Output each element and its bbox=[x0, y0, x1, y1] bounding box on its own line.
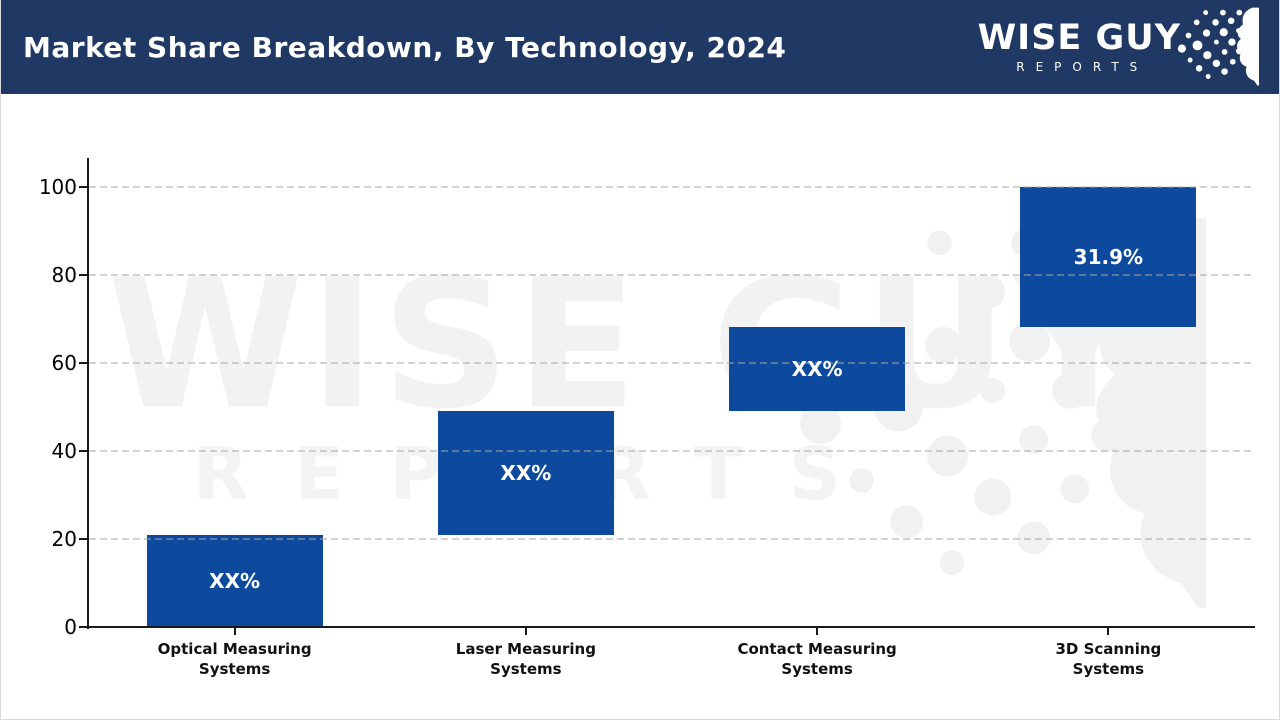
y-axis-tick bbox=[79, 626, 88, 628]
bar-value-label: XX% bbox=[500, 460, 552, 485]
bar-3 bbox=[729, 327, 906, 411]
category-label-line1: 3D Scanning bbox=[1055, 640, 1162, 658]
category-label-line2: Systems bbox=[781, 660, 853, 678]
category-label: 3D Scanning Systems bbox=[963, 639, 1253, 679]
category-label: Optical Measuring Systems bbox=[90, 639, 380, 679]
brand-logo: WISE GUY REPORTS bbox=[978, 6, 1259, 88]
x-axis-tick bbox=[233, 628, 236, 635]
bar-value-label: XX% bbox=[791, 357, 843, 382]
gridline bbox=[89, 274, 1254, 277]
category-label-line2: Systems bbox=[1072, 660, 1145, 678]
x-axis-spine bbox=[87, 626, 1255, 628]
y-axis-tick bbox=[79, 186, 88, 189]
chart-title: Market Share Breakdown, By Technology, 2… bbox=[23, 30, 787, 64]
brand-logo-text: WISE GUY REPORTS bbox=[977, 17, 1181, 74]
gridline bbox=[89, 450, 1254, 453]
bar-2 bbox=[437, 410, 614, 535]
bar-1 bbox=[146, 534, 323, 627]
category-label: Laser Measuring Systems bbox=[381, 639, 671, 679]
y-axis-tick bbox=[79, 538, 88, 541]
gridline bbox=[89, 362, 1254, 365]
gridline bbox=[89, 538, 1254, 541]
x-axis-tick bbox=[816, 628, 819, 635]
y-axis-tick-label: 40 bbox=[51, 439, 77, 464]
brand-face-icon bbox=[1177, 6, 1259, 88]
bar-4 bbox=[1020, 187, 1197, 328]
bar-value-label: XX% bbox=[209, 568, 261, 593]
y-axis-tick-label: 0 bbox=[64, 615, 77, 639]
y-axis-tick bbox=[79, 274, 88, 277]
header: Market Share Breakdown, By Technology, 2… bbox=[1, 0, 1279, 94]
watermark-text: WISE GUY bbox=[107, 241, 1149, 448]
y-axis-tick-label: 100 bbox=[38, 175, 77, 200]
category-label-line2: Systems bbox=[490, 660, 562, 678]
category-label-line2: Systems bbox=[198, 660, 271, 678]
brand-name: WISE GUY bbox=[977, 17, 1181, 58]
bar-value-label: 31.9% bbox=[1073, 245, 1144, 270]
y-axis-tick bbox=[79, 362, 88, 365]
y-axis-tick-label: 80 bbox=[51, 263, 77, 288]
y-axis-tick-label: 20 bbox=[51, 527, 77, 552]
category-label-line1: Laser Measuring bbox=[455, 640, 596, 658]
y-axis-spine bbox=[87, 158, 89, 629]
y-axis-tick bbox=[79, 450, 88, 453]
x-axis-tick bbox=[1107, 628, 1110, 635]
category-label-line1: Contact Measuring bbox=[737, 640, 897, 658]
category-label: Contact Measuring Systems bbox=[672, 639, 962, 679]
y-axis-tick-label: 60 bbox=[51, 351, 77, 376]
category-label-line1: Optical Measuring bbox=[157, 640, 312, 658]
gridline bbox=[89, 186, 1254, 189]
brand-subtitle: REPORTS bbox=[1016, 59, 1149, 74]
x-axis-tick bbox=[524, 628, 527, 635]
